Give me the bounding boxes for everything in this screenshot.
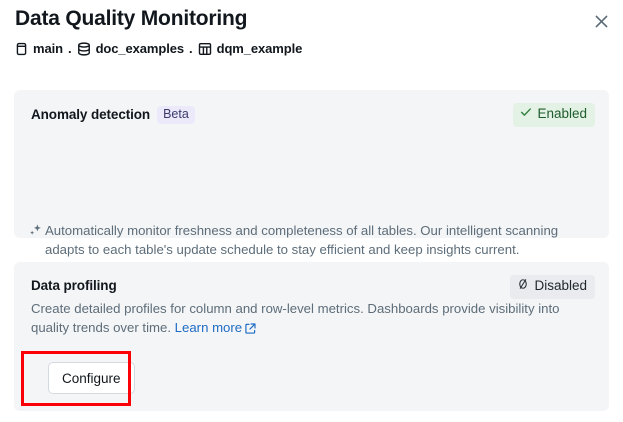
card-anomaly-detection: Anomaly detection Beta Enabled Automatic… <box>14 90 609 315</box>
breadcrumb: main . doc_examples . dqm_example <box>15 41 302 56</box>
anomaly-description-text: Automatically monitor freshness and comp… <box>45 223 559 257</box>
slashed-circle-icon <box>517 278 529 295</box>
table-icon <box>198 42 212 56</box>
close-button[interactable] <box>589 12 613 36</box>
profiling-card-description: Create detailed profiles for column and … <box>31 299 593 337</box>
learn-more-label-profiling: Learn more <box>174 320 243 335</box>
external-link-icon <box>245 323 256 334</box>
status-badge-disabled: Disabled <box>510 275 595 299</box>
schema-icon <box>77 41 91 56</box>
anomaly-card-header: Anomaly detection Beta Enabled <box>31 103 595 127</box>
status-badge-enabled: Enabled <box>513 103 595 127</box>
anomaly-card-title: Anomaly detection <box>31 107 151 123</box>
breadcrumb-separator-1: . <box>67 41 72 56</box>
card-data-profiling: Data profiling Disabled Create detailed … <box>14 262 609 411</box>
catalog-icon <box>15 42 28 56</box>
breadcrumb-label-schema: doc_examples <box>95 41 185 56</box>
breadcrumb-item-schema[interactable]: doc_examples <box>77 41 184 56</box>
configure-button[interactable]: Configure <box>48 362 135 394</box>
configure-label: Configure <box>62 370 121 386</box>
beta-badge: Beta <box>157 106 195 124</box>
breadcrumb-label-catalog: main <box>33 41 63 56</box>
learn-more-link-profiling[interactable]: Learn more <box>175 320 256 335</box>
check-icon <box>520 106 532 123</box>
profiling-card-title: Data profiling <box>31 278 117 293</box>
breadcrumb-item-table[interactable]: dqm_example <box>198 41 303 56</box>
breadcrumb-item-catalog[interactable]: main <box>15 41 63 56</box>
breadcrumb-label-table: dqm_example <box>216 41 303 56</box>
profiling-description-text: Create detailed profiles for column and … <box>31 301 560 335</box>
page-title: Data Quality Monitoring <box>15 7 248 30</box>
status-label-disabled: Disabled <box>534 278 587 293</box>
status-label-enabled: Enabled <box>537 106 587 121</box>
breadcrumb-separator-2: . <box>188 41 193 56</box>
profiling-card-header: Data profiling Disabled <box>31 275 595 299</box>
close-icon <box>595 15 608 33</box>
sparkle-icon <box>28 223 43 238</box>
